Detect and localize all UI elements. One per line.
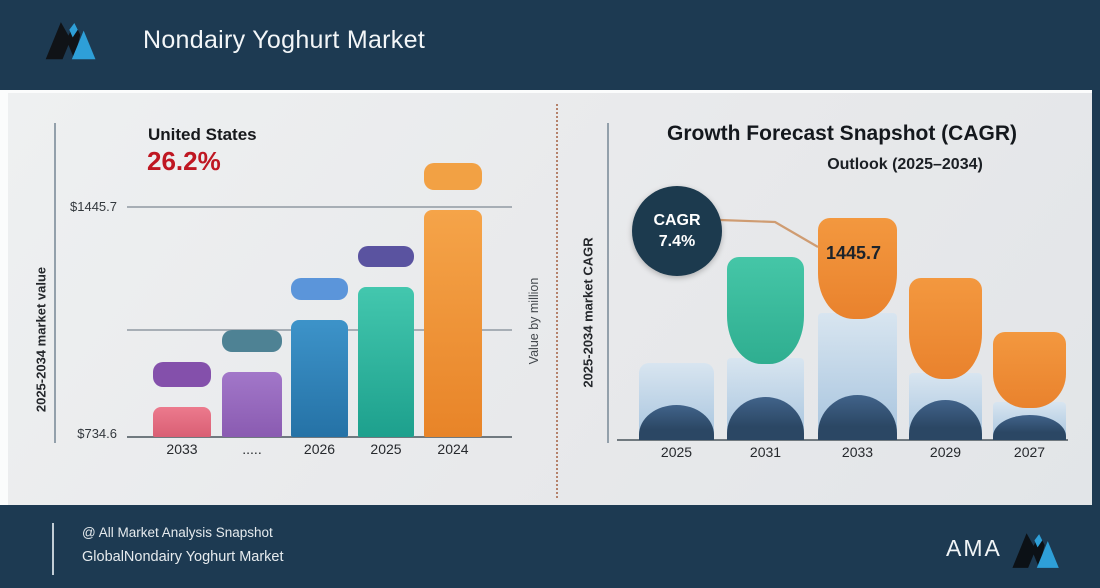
right-x-label-2027: 2027 (1013, 444, 1046, 460)
left-y-tick-top: $1445.7 (70, 199, 117, 214)
right-chart-title: Growth Forecast Snapshot (CAGR) (666, 122, 1018, 145)
right-x-label-2031: 2031 (749, 444, 782, 460)
left-bar-2024 (424, 210, 482, 437)
right-chart-subtitle: Outlook (2025–2034) (827, 156, 983, 173)
left-x-label-2026: 2026 (303, 441, 336, 457)
left-chart-highlight-value: 26.2% (147, 146, 221, 176)
right-bar-value-label: 1445.7 (826, 243, 882, 263)
left-y-axis (54, 123, 56, 443)
cagr-badge-value: 7.4% (658, 233, 696, 250)
left-bar-cap-..... (222, 330, 282, 352)
left-x-label-2033: 2033 (166, 441, 198, 457)
left-bar-cap-2026 (291, 278, 348, 300)
right-y-axis-title: 2025-2034 market CAGR (580, 237, 596, 388)
left-bar-2025 (358, 287, 414, 437)
ama-logo-header-icon (45, 22, 96, 60)
left-x-label-2025: 2025 (370, 441, 402, 457)
left-gridline-top (127, 206, 512, 208)
right-x-label-2033: 2033 (841, 444, 874, 460)
ama-logo-footer-icon (1012, 533, 1059, 568)
page-title: Nondairy Yoghurt Market (143, 26, 426, 54)
left-bar-2033 (153, 407, 211, 437)
right-bar-segment-teal-2031 (727, 257, 804, 364)
left-chart-region-label: United States (148, 125, 257, 144)
left-bar-2026 (291, 320, 348, 437)
right-x-label-2025: 2025 (660, 444, 693, 460)
right-bar-segment-orange-2029 (909, 278, 982, 379)
right-x-axis (617, 439, 1068, 441)
chart-divider-dotted-line (556, 104, 558, 498)
footer-caption: @ All Market Analysis Snapshot (82, 525, 273, 540)
footer-subject: GlobalNondairy Yoghurt Market (82, 549, 284, 565)
left-x-axis (127, 436, 512, 438)
left-x-label-2024: 2024 (437, 441, 469, 457)
left-bar-cap-2024 (424, 163, 482, 190)
left-bar-cap-2033 (153, 362, 211, 387)
right-bar-segment-orange-2027 (993, 332, 1066, 408)
value-axis-note: Value by million (527, 277, 541, 365)
left-y-axis-title: 2025-2034 market value (33, 266, 49, 413)
right-bar-segment-orange-2033 (818, 218, 897, 319)
left-x-label-.....: ..... (242, 441, 262, 457)
left-bar-cap-2025 (358, 246, 414, 267)
cagr-badge-label: CAGR (653, 212, 701, 229)
cagr-connector-line (719, 218, 819, 248)
footer-divider-line (52, 523, 54, 575)
left-y-tick-bottom: $734.6 (77, 426, 117, 441)
right-x-label-2029: 2029 (929, 444, 962, 460)
left-bar-..... (222, 372, 282, 437)
cagr-badge: CAGR 7.4% (632, 186, 722, 276)
footer-brand-text: AMA (946, 535, 1002, 561)
right-y-axis (607, 123, 609, 443)
